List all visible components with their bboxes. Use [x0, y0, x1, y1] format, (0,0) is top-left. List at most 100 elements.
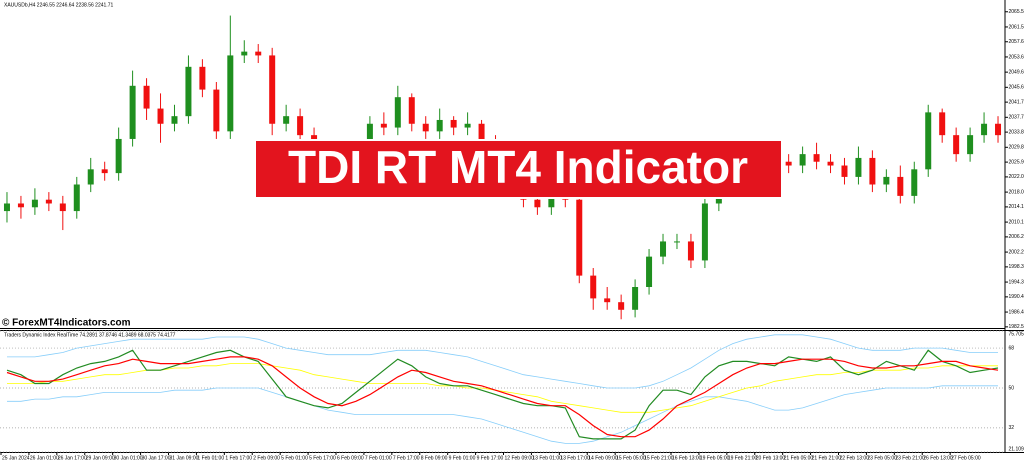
candle-body — [185, 66, 192, 117]
candle-body — [925, 112, 932, 170]
candle-body — [534, 199, 541, 208]
x-tick-label: 20 Feb 13:00 — [756, 455, 786, 461]
y-tick-label: 2018.00 — [1009, 189, 1024, 195]
candle-body — [632, 287, 639, 310]
x-tick-label: 19 Feb 21:00 — [728, 455, 758, 461]
y-tick-label: 2053.60 — [1009, 54, 1024, 60]
y-tick-label: 50 — [1009, 385, 1015, 391]
y-tick-label: 1982.50 — [1009, 324, 1024, 330]
candle-body — [701, 203, 708, 261]
candle-body — [199, 66, 206, 90]
candle-body — [241, 51, 248, 56]
x-tick-label: 26 Jan 01:00 — [30, 455, 59, 461]
candle-body — [101, 169, 108, 174]
candle-body — [408, 97, 415, 124]
candle-body — [366, 123, 373, 151]
y-tick-label: 2002.20 — [1009, 249, 1024, 255]
x-tick-label: 9 Feb 01:00 — [449, 455, 476, 461]
watermark: © ForexMT4Indicators.com — [2, 318, 131, 329]
candle-body — [3, 203, 10, 212]
candle-body — [115, 138, 122, 174]
chart-title: XAUUSDb,H4 2246.55 2246.64 2238.56 2241.… — [4, 2, 113, 8]
banner-text: TDI RT MT4 Indicator — [288, 141, 748, 193]
y-tick-label: 2065.50 — [1009, 9, 1024, 15]
candle-body — [827, 161, 834, 166]
y-tick-label: 2049.60 — [1009, 69, 1024, 75]
candle-body — [646, 256, 653, 287]
x-tick-label: 7 Feb 17:00 — [393, 455, 420, 461]
x-tick-label: 25 Jan 2024 — [2, 455, 30, 461]
y-tick-label: 1990.40 — [1009, 294, 1024, 300]
x-tick-label: 2 Feb 09:00 — [253, 455, 280, 461]
x-tick-label: 9 Feb 17:00 — [477, 455, 504, 461]
candle-body — [45, 199, 52, 204]
x-tick-label: 1 Feb 17:00 — [225, 455, 252, 461]
candle-body — [869, 157, 876, 185]
candle-body — [604, 298, 611, 303]
x-tick-label: 30 Jan 17:00 — [142, 455, 171, 461]
y-tick-label: 2025.90 — [1009, 159, 1024, 165]
candle-body — [422, 123, 429, 132]
candle-body — [855, 157, 862, 177]
y-tick-label: 2033.80 — [1009, 129, 1024, 135]
candle-body — [31, 199, 38, 208]
x-tick-label: 8 Feb 09:00 — [421, 455, 448, 461]
candle-body — [17, 203, 24, 208]
candle-body — [255, 51, 262, 56]
candle-body — [953, 135, 960, 155]
candle-body — [883, 176, 890, 185]
x-tick-label: 14 Feb 09:00 — [588, 455, 618, 461]
candle-body — [981, 123, 988, 136]
candle-body — [813, 154, 820, 162]
candle-body — [129, 85, 136, 139]
y-tick-label: 1986.40 — [1009, 309, 1024, 315]
x-tick-label: 15 Feb 21:00 — [644, 455, 674, 461]
candle-body — [911, 169, 918, 196]
x-tick-label: 23 Feb 05:00 — [867, 455, 897, 461]
indicator-title: Traders Dynamic Index RealTime 74.2891 3… — [4, 332, 176, 338]
candle-body — [590, 275, 597, 299]
y-tick-label: 2006.20 — [1009, 234, 1024, 240]
candle-body — [394, 97, 401, 128]
y-tick-label: 32 — [1009, 425, 1015, 431]
candle-body — [143, 85, 150, 109]
candle-body — [799, 154, 806, 166]
indicator-line — [7, 385, 998, 444]
x-tick-label: 31 Jan 09:00 — [170, 455, 199, 461]
y-tick-label: 2022.00 — [1009, 174, 1024, 180]
x-tick-label: 21 Feb 21:00 — [812, 455, 842, 461]
y-tick-label: 2061.50 — [1009, 24, 1024, 30]
indicator-line — [7, 363, 998, 413]
candle-body — [478, 123, 485, 143]
x-tick-label: 5 Feb 17:00 — [309, 455, 336, 461]
candle-body — [464, 123, 471, 128]
candle-body — [995, 123, 1002, 136]
x-tick-label: 27 Feb 05:00 — [951, 455, 981, 461]
candle-body — [841, 165, 848, 177]
candle-body — [897, 176, 904, 196]
candle-body — [213, 89, 220, 132]
y-tick-label: 2037.70 — [1009, 115, 1024, 121]
candle-body — [967, 135, 974, 155]
x-tick-label: 29 Jan 09:00 — [86, 455, 115, 461]
x-tick-label: 22 Feb 13:00 — [840, 455, 870, 461]
candle-body — [59, 203, 66, 212]
candle-body — [436, 119, 443, 132]
x-tick-label: 19 Feb 05:00 — [700, 455, 730, 461]
x-tick-label: 26 Jan 17:00 — [58, 455, 87, 461]
plot-layer: 2065.50 2061.50 2057.60 2053.60 2049.60 2045.… — [0, 9, 1024, 461]
candle-body — [687, 241, 694, 261]
x-tick-label: 5 Feb 01:00 — [281, 455, 308, 461]
y-tick-label: 2029.80 — [1009, 145, 1024, 151]
x-tick-label: 1 Feb 01:00 — [197, 455, 224, 461]
candle-body — [548, 192, 555, 208]
x-tick-label: 6 Feb 09:00 — [337, 455, 364, 461]
y-tick-label: 2014.10 — [1009, 204, 1024, 210]
candle-body — [380, 123, 387, 128]
y-tick-label: 2057.60 — [1009, 39, 1024, 45]
candle-body — [660, 241, 667, 257]
candle-body — [450, 119, 457, 128]
x-tick-label: 30 Jan 01:00 — [114, 455, 143, 461]
